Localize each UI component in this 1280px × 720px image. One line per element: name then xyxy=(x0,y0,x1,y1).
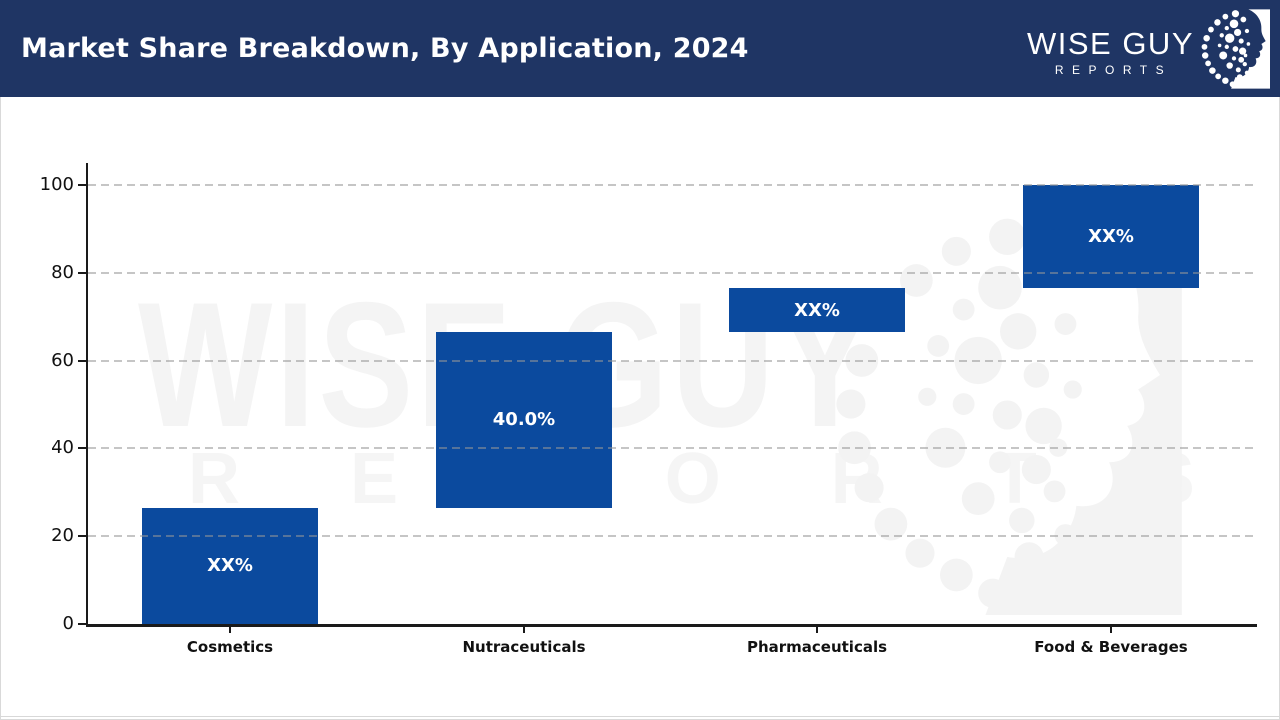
x-tick-mark-1 xyxy=(523,626,525,633)
gridline-40 xyxy=(88,447,1257,450)
logo-wiseguy-label: WISE GUY xyxy=(1026,26,1194,61)
y-tick-label-20: 20 xyxy=(51,525,74,547)
logo: WISE GUY REPORTS xyxy=(1027,6,1270,92)
x-tick-mark-3 xyxy=(1110,626,1112,633)
y-tick-label-100: 100 xyxy=(39,174,74,195)
x-category-label-2: Pharmaceuticals xyxy=(746,638,888,656)
x-category-label-3: Food & Beverages xyxy=(1034,638,1188,656)
logo-reports-label: REPORTS xyxy=(1054,63,1173,77)
logo-text: WISE GUY REPORTS xyxy=(1027,28,1194,76)
y-tick-mark-40 xyxy=(78,447,86,450)
y-axis-spine xyxy=(86,163,88,626)
x-tick-mark-0 xyxy=(229,626,231,633)
y-tick-label-80: 80 xyxy=(51,261,74,283)
logo-head-icon xyxy=(1201,9,1270,89)
x-category-label-1: Nutraceuticals xyxy=(462,638,586,656)
y-tick-mark-20 xyxy=(78,535,86,538)
bar-cosmetics: XX% xyxy=(142,507,318,624)
y-tick-mark-100 xyxy=(78,184,86,186)
y-tick-mark-60 xyxy=(78,359,86,362)
bar-value-label: XX% xyxy=(207,555,253,577)
x-axis-spine xyxy=(86,624,1257,627)
chart: 0 20 40 60 80 100 XX% Cosmetics 40.0% Nutraceutic… xyxy=(0,97,1280,720)
x-category-label-0: Cosmetics xyxy=(186,638,274,656)
x-tick-mark-2 xyxy=(816,626,818,633)
y-tick-label-60: 60 xyxy=(51,349,74,371)
gridline-20 xyxy=(88,535,1257,538)
y-tick-mark-80 xyxy=(78,271,86,274)
y-tick-mark-0 xyxy=(78,623,86,625)
header: Market Share Breakdown, By Application, … xyxy=(0,0,1280,97)
gridline-60 xyxy=(88,359,1257,362)
page-title: Market Share Breakdown, By Application, … xyxy=(21,33,749,64)
gridline-100 xyxy=(88,184,1257,186)
bottom-rule xyxy=(0,716,1280,717)
y-tick-label-40: 40 xyxy=(51,437,74,459)
bar-value-label: XX% xyxy=(794,299,840,321)
bar-value-label: 40.0% xyxy=(492,409,556,431)
bar-nutraceuticals: 40.0% xyxy=(436,332,612,508)
y-tick-label-0: 0 xyxy=(62,613,74,634)
bar-food-beverages: XX% xyxy=(1023,185,1199,289)
bar-value-label: XX% xyxy=(1088,226,1134,248)
gridline-80 xyxy=(88,271,1257,274)
bar-pharmaceuticals: XX% xyxy=(729,288,905,333)
